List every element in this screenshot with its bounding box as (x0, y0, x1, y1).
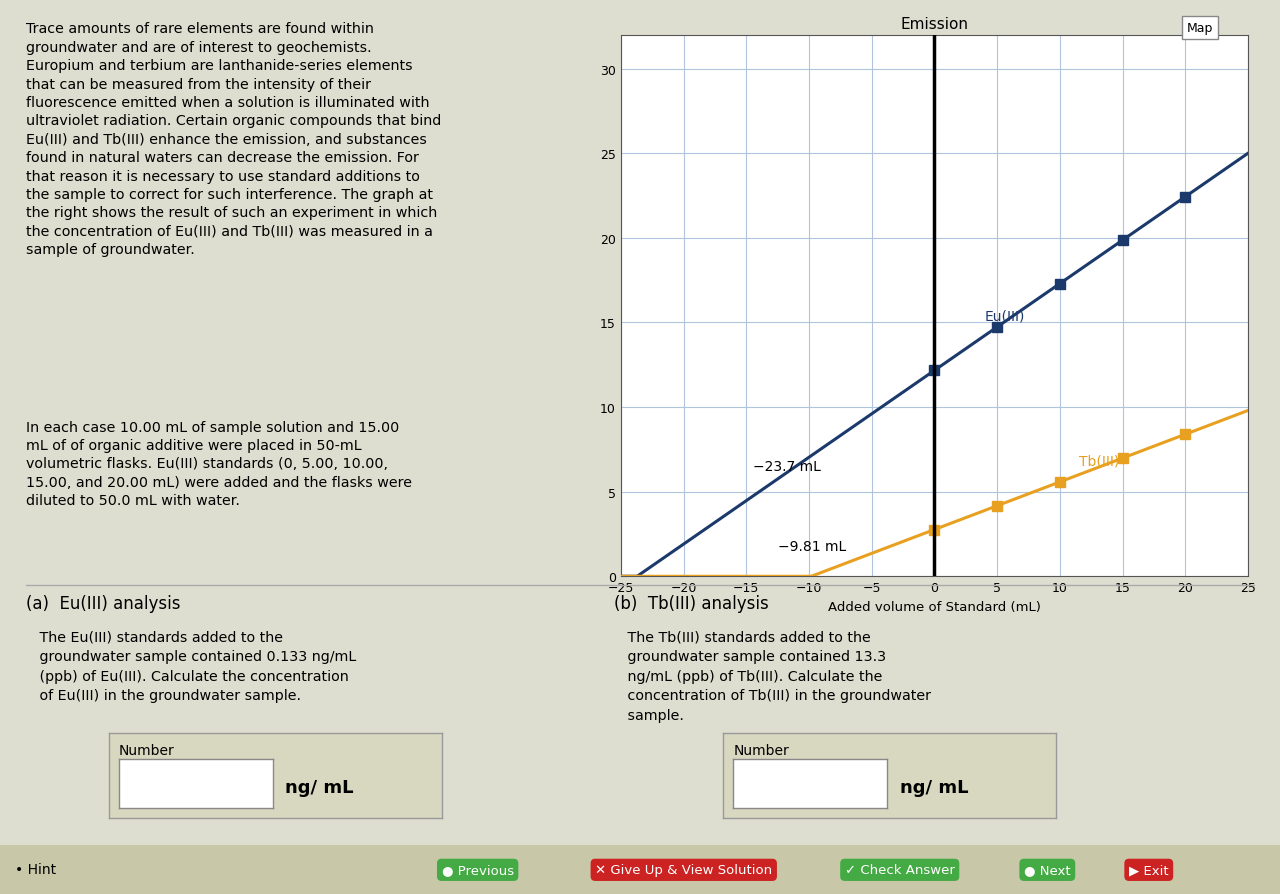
Text: ng/ mL: ng/ mL (285, 778, 355, 796)
Text: −23.7 mL: −23.7 mL (753, 460, 820, 474)
X-axis label: Added volume of Standard (mL): Added volume of Standard (mL) (828, 600, 1041, 613)
Text: Number: Number (733, 743, 788, 757)
Title: Emission: Emission (900, 17, 969, 32)
Text: Trace amounts of rare elements are found within
groundwater and are of interest : Trace amounts of rare elements are found… (26, 22, 440, 257)
Text: Number: Number (119, 743, 174, 757)
Text: ● Previous: ● Previous (442, 864, 513, 876)
Text: ✓ Check Answer: ✓ Check Answer (845, 864, 955, 876)
Text: Map: Map (1187, 22, 1213, 36)
Text: (b)  Tb(III) analysis: (b) Tb(III) analysis (614, 595, 769, 612)
Text: Tb(III): Tb(III) (1079, 454, 1119, 468)
Text: The Tb(III) standards added to the
   groundwater sample contained 13.3
   ng/mL: The Tb(III) standards added to the groun… (614, 630, 932, 722)
Text: The Eu(III) standards added to the
   groundwater sample contained 0.133 ng/mL
 : The Eu(III) standards added to the groun… (26, 630, 356, 703)
Text: Eu(III): Eu(III) (984, 308, 1025, 323)
Text: (a)  Eu(III) analysis: (a) Eu(III) analysis (26, 595, 180, 612)
Text: −9.81 mL: −9.81 mL (777, 539, 846, 553)
Text: In each case 10.00 mL of sample solution and 15.00
mL of of organic additive wer: In each case 10.00 mL of sample solution… (26, 420, 412, 508)
Text: ✕ Give Up & View Solution: ✕ Give Up & View Solution (595, 864, 772, 876)
Text: ng/ mL: ng/ mL (900, 778, 969, 796)
Text: ▶ Exit: ▶ Exit (1129, 864, 1169, 876)
Text: • Hint: • Hint (15, 862, 56, 876)
Text: ● Next: ● Next (1024, 864, 1070, 876)
